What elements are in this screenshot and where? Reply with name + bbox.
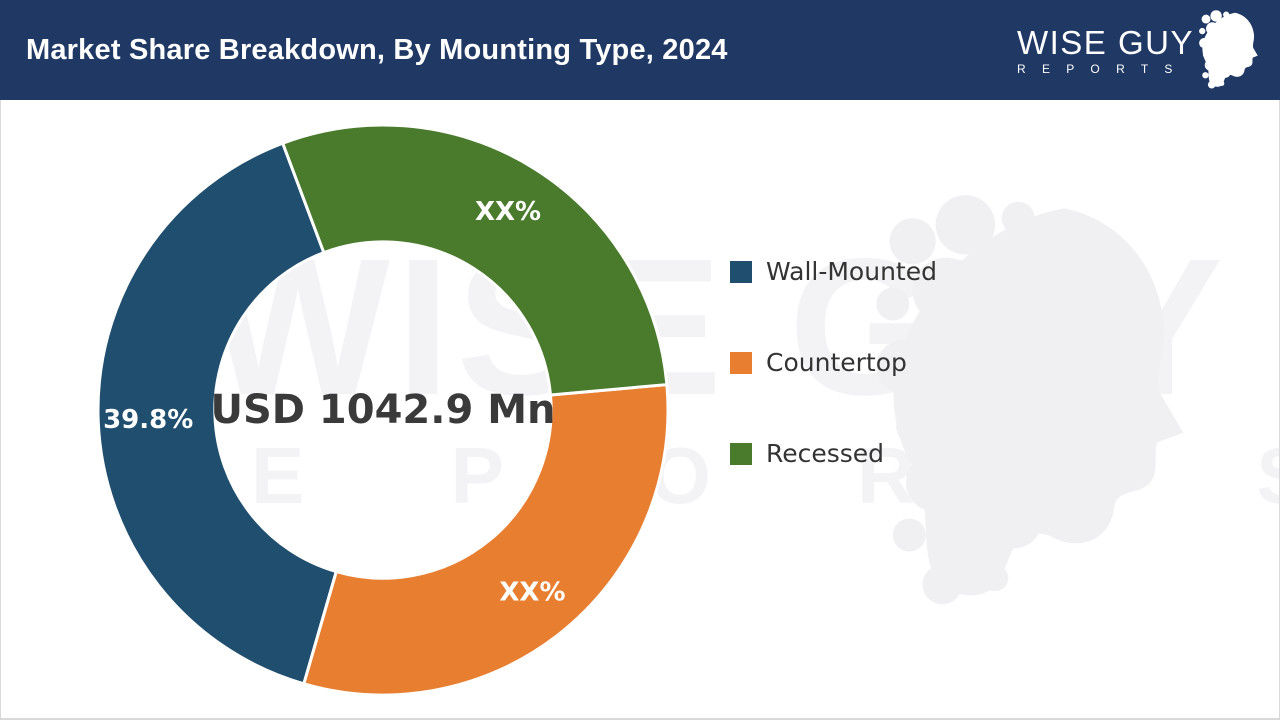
donut-slice-wall-mounted [96,141,339,686]
legend-label: Recessed [766,439,885,468]
header-bar: Market Share Breakdown, By Mounting Type… [0,0,1280,100]
donut-chart: 39.8% XX% XX% [96,123,670,697]
donut-slice-countertop [302,382,670,697]
legend-item-countertop: Countertop [730,348,937,377]
donut-slice-recessed [280,123,669,397]
page-title: Market Share Breakdown, By Mounting Type… [26,33,728,66]
legend-label: Wall-Mounted [766,257,937,286]
chart-area: WISE GUY E P O R T S 39.8% XX% XX% USD 104… [0,100,1280,720]
legend-swatch-recessed [730,442,752,465]
donut-center-value: USD 1042.9 Mn [210,387,556,433]
slice-label-recessed: XX% [475,197,541,227]
logo-wordmark: WISE GUY [1016,23,1194,61]
logo-text: WISE GUY R E P O R T S [1017,26,1194,75]
legend-item-recessed: Recessed [730,439,937,468]
logo-subtitle: R E P O R T S [1016,61,1179,76]
chart-legend: Wall-Mounted Countertop Recessed [730,257,937,468]
legend-label: Countertop [766,348,907,377]
legend-swatch-countertop [730,351,752,374]
wise-guy-logo: WISE GUY R E P O R T S [1017,9,1262,91]
slice-label-countertop: XX% [499,577,565,607]
legend-item-wall-mounted: Wall-Mounted [730,257,937,286]
logo-face-icon [1198,9,1262,91]
slice-label-wall-mounted: 39.8% [103,405,193,435]
legend-swatch-wall-mounted [730,260,752,283]
